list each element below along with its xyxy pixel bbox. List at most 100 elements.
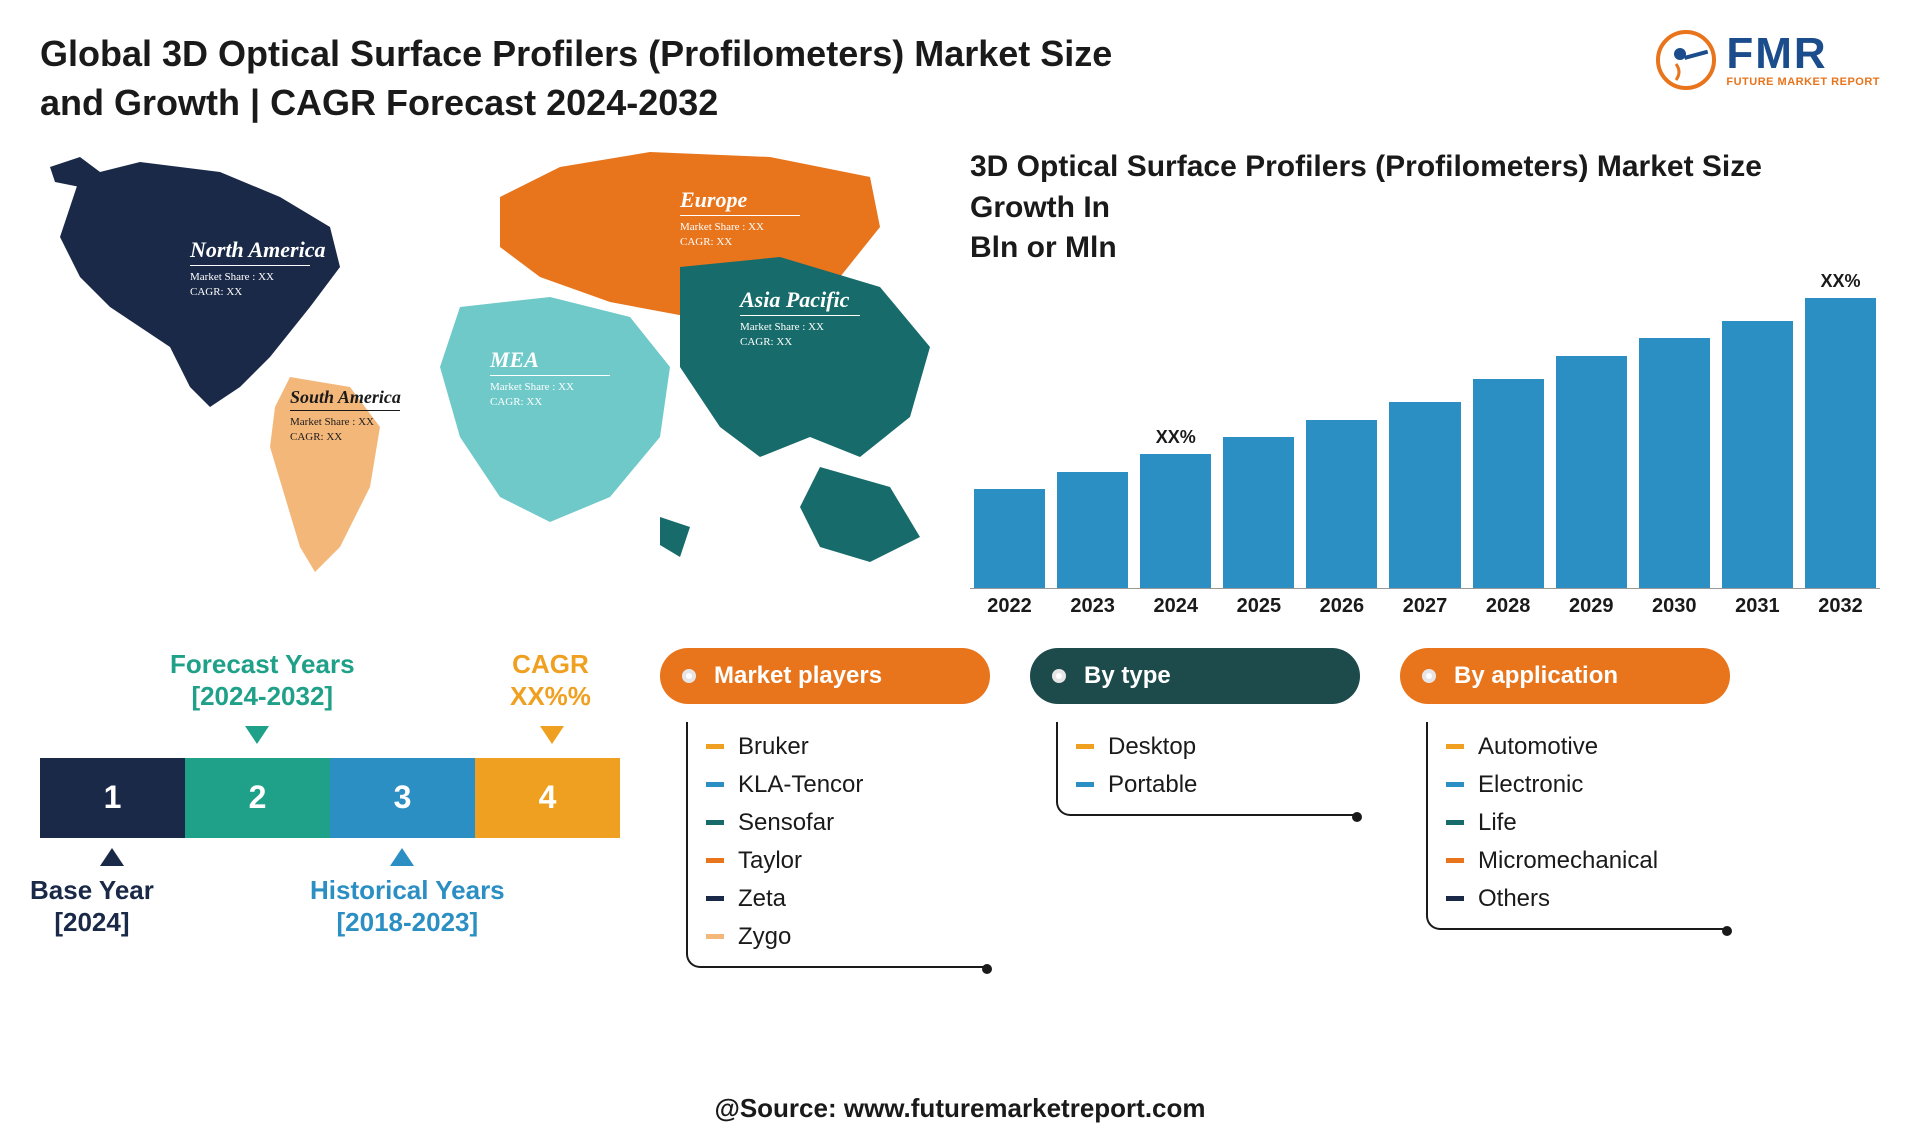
timeline: Forecast Years[2024-2032] CAGRXX%% 1 2 3… xyxy=(40,648,620,978)
region-name-mea: MEA xyxy=(490,347,610,373)
region-name-sa: South America xyxy=(290,387,401,408)
category-item-label: Portable xyxy=(1108,771,1197,799)
category-item: Others xyxy=(1446,880,1730,918)
page-title: Global 3D Optical Surface Profilers (Pro… xyxy=(40,30,1140,127)
category-item: Bruker xyxy=(706,728,990,766)
dash-icon xyxy=(706,858,724,863)
source-attribution: @Source: www.futuremarketreport.com xyxy=(0,1093,1920,1124)
fmr-logo-icon xyxy=(1656,30,1716,90)
region-share-eur: Market Share : XX xyxy=(680,220,800,235)
x-label: 2024 xyxy=(1140,595,1211,618)
bar-annotation: XX% xyxy=(1820,271,1860,292)
bar-col xyxy=(1639,338,1710,587)
region-label-na: North America Market Share : XX CAGR: XX xyxy=(190,237,325,300)
category: Market players Bruker KLA-Tencor Sensofar Ta… xyxy=(660,648,990,968)
region-cagr-sa: CAGR: XX xyxy=(290,430,401,445)
bar-col xyxy=(1473,379,1544,588)
bar xyxy=(1639,338,1710,587)
category-pill: By type xyxy=(1030,648,1360,704)
bar xyxy=(1722,321,1793,588)
x-label: 2029 xyxy=(1556,595,1627,618)
dash-icon xyxy=(1446,782,1464,787)
category-item-label: Others xyxy=(1478,885,1550,913)
x-label: 2022 xyxy=(974,595,1045,618)
dash-icon xyxy=(1076,782,1094,787)
bar-col xyxy=(1556,356,1627,588)
category-item-label: Taylor xyxy=(738,847,802,875)
region-name-ap: Asia Pacific xyxy=(740,287,860,313)
category-bracket: AutomotiveElectronicLifeMicromechanicalO… xyxy=(1426,722,1730,930)
timeline-seg-1: 1 xyxy=(40,758,185,838)
dash-icon xyxy=(706,934,724,939)
bar xyxy=(1306,420,1377,588)
bar xyxy=(1556,356,1627,588)
region-share-mea: Market Share : XX xyxy=(490,380,610,395)
bar-col xyxy=(1306,420,1377,588)
bar xyxy=(1473,379,1544,588)
category-item-label: Sensofar xyxy=(738,809,834,837)
categories: Market players Bruker KLA-Tencor Sensofar Ta… xyxy=(660,648,1730,968)
bar-col xyxy=(1223,437,1294,588)
timeline-seg-2: 2 xyxy=(185,758,330,838)
base-year-label: Base Year[2024] xyxy=(30,874,154,939)
base-arrow-icon xyxy=(100,848,124,866)
category-pill: Market players xyxy=(660,648,990,704)
x-axis-labels: 2022202320242025202620272028202920302031… xyxy=(970,589,1880,618)
bar xyxy=(974,489,1045,588)
dash-icon xyxy=(1446,858,1464,863)
logo-text-fmr: FMR xyxy=(1726,32,1880,76)
timeline-seg-4: 4 xyxy=(475,758,620,838)
category-item-label: Desktop xyxy=(1108,733,1196,761)
cagr-label: CAGRXX%% xyxy=(510,648,591,713)
forecast-arrow-icon xyxy=(245,726,269,744)
category-item: Zeta xyxy=(706,880,990,918)
logo: FMR FUTURE MARKET REPORT xyxy=(1656,30,1880,90)
region-name-na: North America xyxy=(190,237,325,263)
bar-annotation: XX% xyxy=(1156,427,1196,448)
category-item: Electronic xyxy=(1446,766,1730,804)
category-bracket: BrukerKLA-TencorSensofarTaylorZetaZygo xyxy=(686,722,990,968)
category-item-label: Zeta xyxy=(738,885,786,913)
region-cagr-na: CAGR: XX xyxy=(190,285,325,300)
dash-icon xyxy=(1446,896,1464,901)
category-item-label: Life xyxy=(1478,809,1517,837)
bar xyxy=(1140,454,1211,587)
x-label: 2031 xyxy=(1722,595,1793,618)
bar xyxy=(1805,298,1876,588)
region-mea xyxy=(430,297,690,527)
historical-years-label: Historical Years[2018-2023] xyxy=(310,874,505,939)
category-item-label: Micromechanical xyxy=(1478,847,1658,875)
x-label: 2027 xyxy=(1389,595,1460,618)
cagr-arrow-icon xyxy=(540,726,564,744)
region-label-ap: Asia Pacific Market Share : XX CAGR: XX xyxy=(740,287,860,350)
world-map: North America Market Share : XX CAGR: XX… xyxy=(40,147,940,567)
bar xyxy=(1057,472,1128,588)
forecast-years-label: Forecast Years[2024-2032] xyxy=(170,648,355,713)
dash-icon xyxy=(1446,820,1464,825)
chart-title: 3D Optical Surface Profilers (Profilomet… xyxy=(970,147,1790,269)
logo-text-sub: FUTURE MARKET REPORT xyxy=(1726,76,1880,88)
bar-col xyxy=(1389,402,1460,588)
category-item: Portable xyxy=(1076,766,1360,804)
x-label: 2025 xyxy=(1223,595,1294,618)
dash-icon xyxy=(706,896,724,901)
x-label: 2026 xyxy=(1306,595,1377,618)
region-cagr-mea: CAGR: XX xyxy=(490,395,610,410)
category-item-label: Bruker xyxy=(738,733,809,761)
dash-icon xyxy=(1446,744,1464,749)
category-item-label: KLA-Tencor xyxy=(738,771,863,799)
region-cagr-ap: CAGR: XX xyxy=(740,335,860,350)
category: By applicationAutomotiveElectronicLifeMi… xyxy=(1400,648,1730,968)
x-label: 2028 xyxy=(1473,595,1544,618)
dash-icon xyxy=(706,782,724,787)
category-item: Taylor xyxy=(706,842,990,880)
bar xyxy=(1389,402,1460,588)
bars-container: XX% XX% xyxy=(970,289,1880,589)
region-label-eur: Europe Market Share : XX CAGR: XX xyxy=(680,187,800,250)
region-cagr-eur: CAGR: XX xyxy=(680,235,800,250)
bar-col: XX% xyxy=(1805,298,1876,588)
bar-chart: 3D Optical Surface Profilers (Profilomet… xyxy=(970,147,1880,618)
region-share-ap: Market Share : XX xyxy=(740,320,860,335)
bar-col xyxy=(1722,321,1793,588)
dash-icon xyxy=(1076,744,1094,749)
